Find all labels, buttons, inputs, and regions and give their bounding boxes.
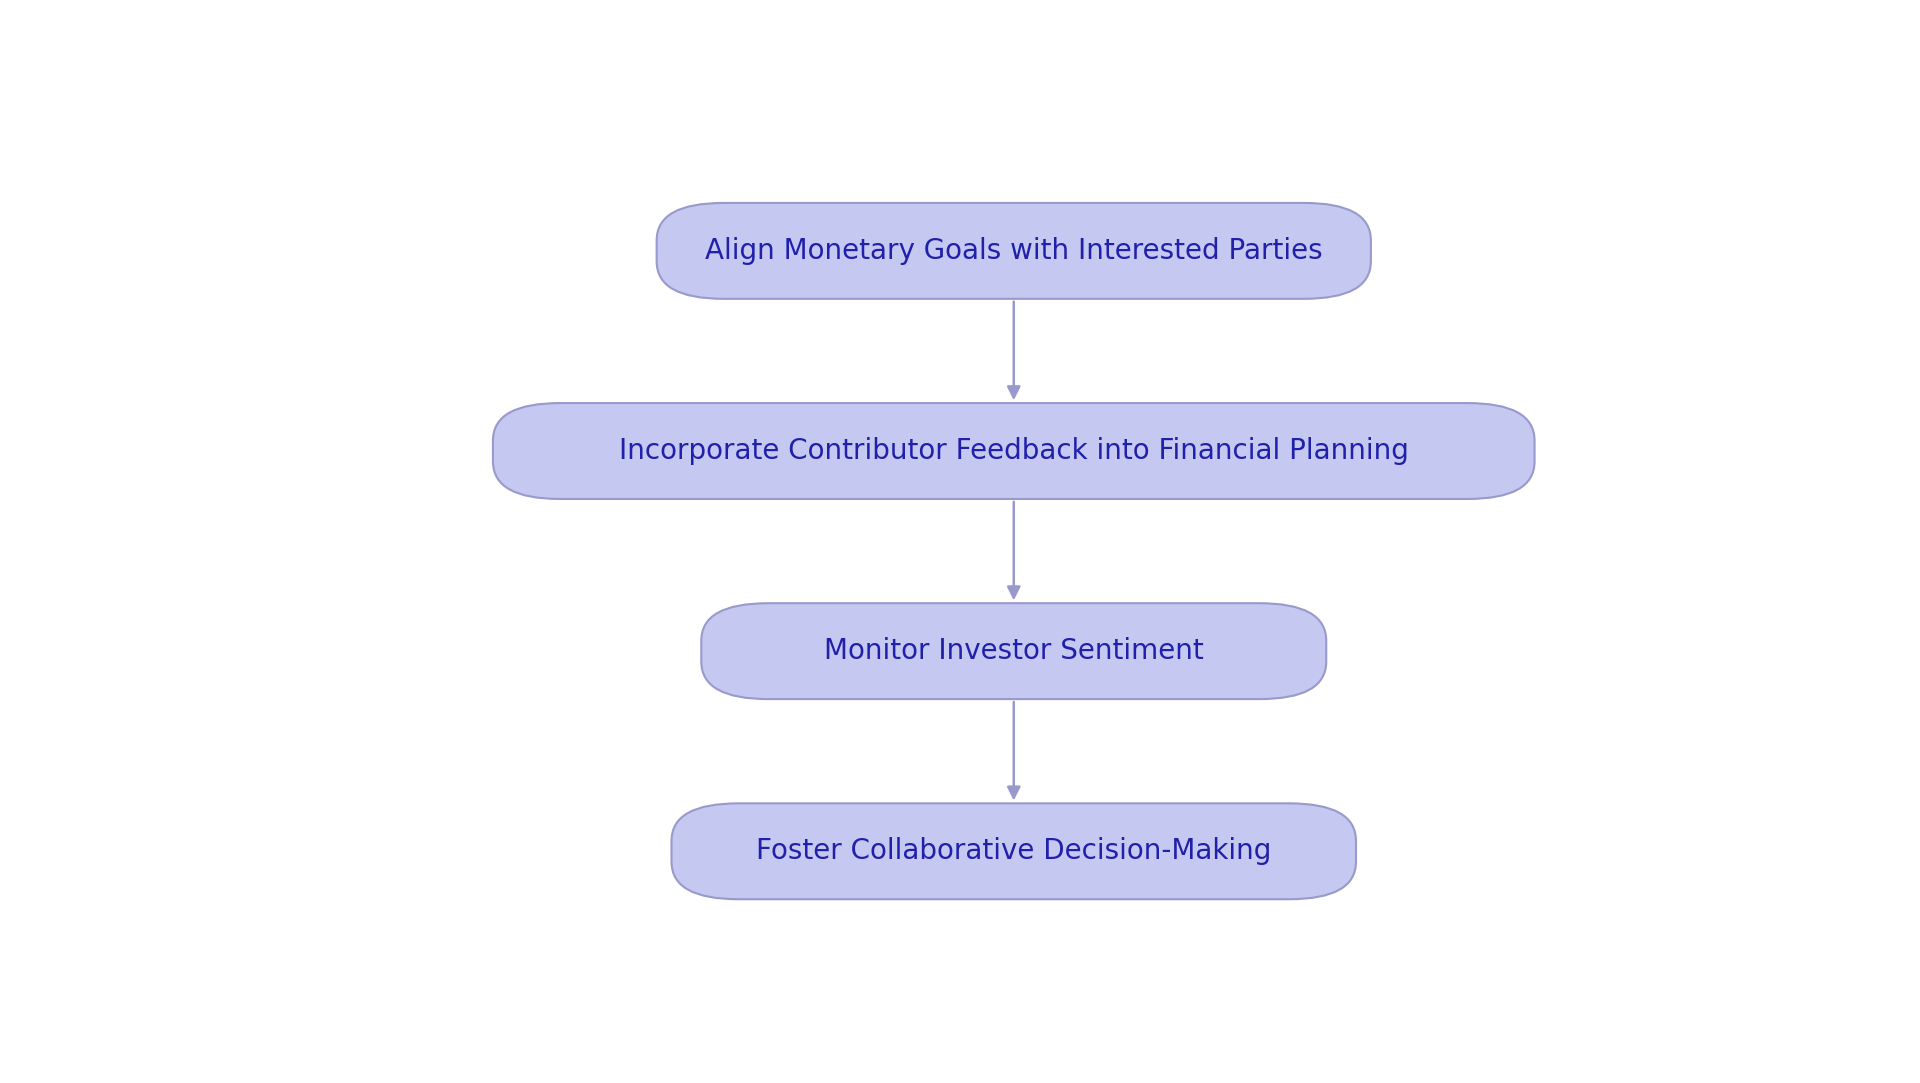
Text: Foster Collaborative Decision-Making: Foster Collaborative Decision-Making	[756, 837, 1271, 865]
Text: Monitor Investor Sentiment: Monitor Investor Sentiment	[824, 637, 1204, 665]
Text: Incorporate Contributor Feedback into Financial Planning: Incorporate Contributor Feedback into Fi…	[618, 438, 1409, 465]
Text: Align Monetary Goals with Interested Parties: Align Monetary Goals with Interested Par…	[705, 237, 1323, 265]
FancyBboxPatch shape	[493, 403, 1534, 499]
FancyBboxPatch shape	[701, 603, 1327, 700]
FancyBboxPatch shape	[657, 203, 1371, 299]
FancyBboxPatch shape	[672, 804, 1356, 899]
